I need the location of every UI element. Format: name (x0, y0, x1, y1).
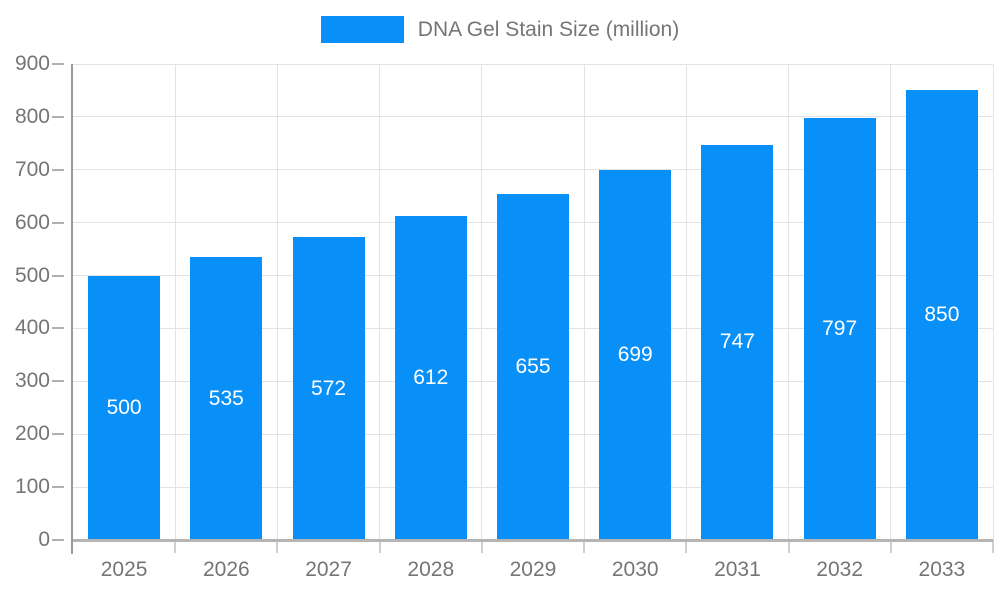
x-tick-label: 2025 (100, 558, 148, 581)
y-axis-tick (52, 274, 64, 277)
legend: DNA Gel Stain Size (million) (0, 16, 1000, 43)
x-tick-label: 2031 (714, 558, 761, 581)
y-tick-label: 100 (14, 475, 50, 499)
y-tick-label: 600 (14, 210, 50, 234)
x-axis-baseline (73, 539, 993, 542)
bar-2026: 535 (190, 257, 263, 540)
x-axis-tick (378, 540, 381, 553)
bar-value-label: 500 (106, 395, 142, 419)
gridline-vertical (788, 64, 790, 540)
x-axis-tick (992, 540, 994, 553)
gridline-vertical (481, 64, 483, 540)
bar-2029: 655 (497, 193, 569, 540)
bar-2025: 500 (88, 275, 161, 540)
x-axis-tick (787, 540, 790, 553)
x-axis-tick (480, 540, 483, 553)
gridline-horizontal (73, 169, 993, 171)
x-tick-label: 2027 (305, 558, 352, 581)
bar-2027: 572 (292, 237, 365, 540)
gridline-vertical (276, 64, 278, 540)
y-axis-tick (52, 168, 64, 171)
x-axis-tick (583, 540, 586, 553)
gridline-vertical (174, 64, 176, 540)
x-axis-tick (685, 540, 688, 553)
bar-2031: 747 (701, 144, 774, 540)
bar-value-label: 850 (924, 303, 960, 327)
y-axis-tick (52, 327, 64, 330)
x-tick-label: 2032 (816, 558, 864, 581)
y-tick-label: 0 (38, 528, 50, 551)
gridline-vertical (583, 64, 585, 540)
bar-value-label: 797 (822, 317, 858, 341)
x-tick-label: 2028 (407, 558, 455, 581)
y-tick-label: 400 (14, 316, 50, 340)
legend-swatch (320, 16, 404, 43)
x-axis-tick (174, 540, 177, 553)
y-axis-tick (52, 486, 64, 489)
y-axis-tick (52, 433, 64, 436)
x-tick-label: 2030 (611, 558, 659, 581)
bar-value-label: 655 (515, 354, 551, 378)
y-tick-label: 800 (14, 104, 50, 128)
gridline-vertical (685, 64, 687, 540)
x-axis-tick (276, 540, 279, 553)
x-tick-label: 2033 (918, 558, 966, 581)
y-tick-label: 700 (14, 157, 50, 181)
y-axis-tick (52, 380, 64, 383)
gridline-horizontal (73, 116, 993, 118)
y-axis-tick (52, 539, 64, 541)
x-tick-label: 2029 (509, 558, 557, 581)
y-tick-label: 200 (14, 422, 50, 446)
bar-value-label: 572 (311, 376, 347, 400)
y-tick-label: 900 (14, 52, 50, 75)
x-tick-label: 2026 (202, 558, 250, 581)
bar-value-label: 535 (208, 386, 244, 410)
gridline-vertical (379, 64, 381, 540)
gridline-vertical (890, 64, 892, 540)
bar-2030: 699 (599, 170, 672, 540)
bar-value-label: 612 (413, 366, 449, 390)
bar-value-label: 699 (617, 343, 653, 367)
y-axis-line (71, 64, 73, 554)
bar-2028: 612 (394, 216, 467, 540)
bar-value-label: 747 (719, 330, 755, 354)
bar-2032: 797 (803, 118, 876, 540)
y-tick-label: 300 (14, 369, 50, 393)
bar-2033: 850 (905, 90, 978, 540)
y-axis-tick (52, 115, 64, 118)
gridline-horizontal (73, 63, 993, 65)
x-axis-tick (889, 540, 892, 553)
legend-label: DNA Gel Stain Size (million) (417, 17, 680, 41)
y-axis-tick (52, 63, 64, 65)
gridline-vertical (992, 64, 994, 540)
y-axis-tick (52, 221, 64, 224)
y-tick-label: 500 (14, 263, 50, 287)
